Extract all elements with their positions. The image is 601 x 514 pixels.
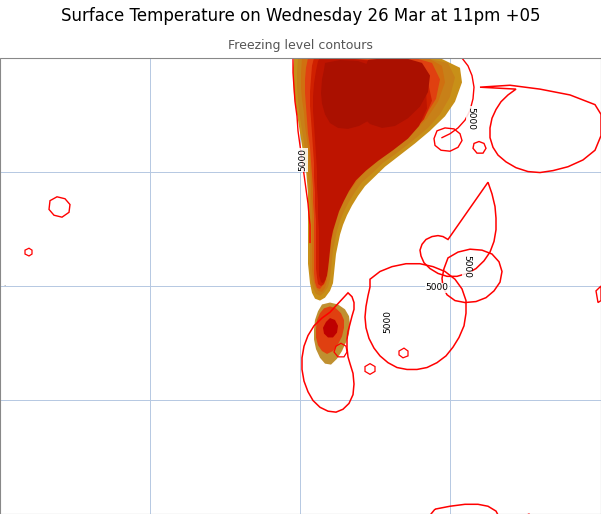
- Text: 5000: 5000: [463, 255, 472, 278]
- Text: Freezing level contours: Freezing level contours: [228, 39, 373, 52]
- Polygon shape: [313, 58, 427, 283]
- Polygon shape: [314, 303, 350, 364]
- Polygon shape: [310, 58, 432, 286]
- Polygon shape: [356, 58, 430, 128]
- Text: 5000: 5000: [383, 310, 392, 334]
- Polygon shape: [323, 318, 338, 338]
- Polygon shape: [297, 58, 455, 296]
- Text: 5000: 5000: [426, 284, 448, 292]
- Text: Surface Temperature on Wednesday 26 Mar at 11pm +05: Surface Temperature on Wednesday 26 Mar …: [61, 7, 540, 25]
- Polygon shape: [301, 58, 445, 292]
- Text: 5000: 5000: [299, 149, 308, 172]
- Text: 5000: 5000: [466, 107, 475, 130]
- Polygon shape: [305, 58, 440, 289]
- Polygon shape: [321, 60, 392, 129]
- Polygon shape: [316, 306, 344, 354]
- Text: ·: ·: [3, 283, 5, 289]
- Polygon shape: [293, 58, 462, 301]
